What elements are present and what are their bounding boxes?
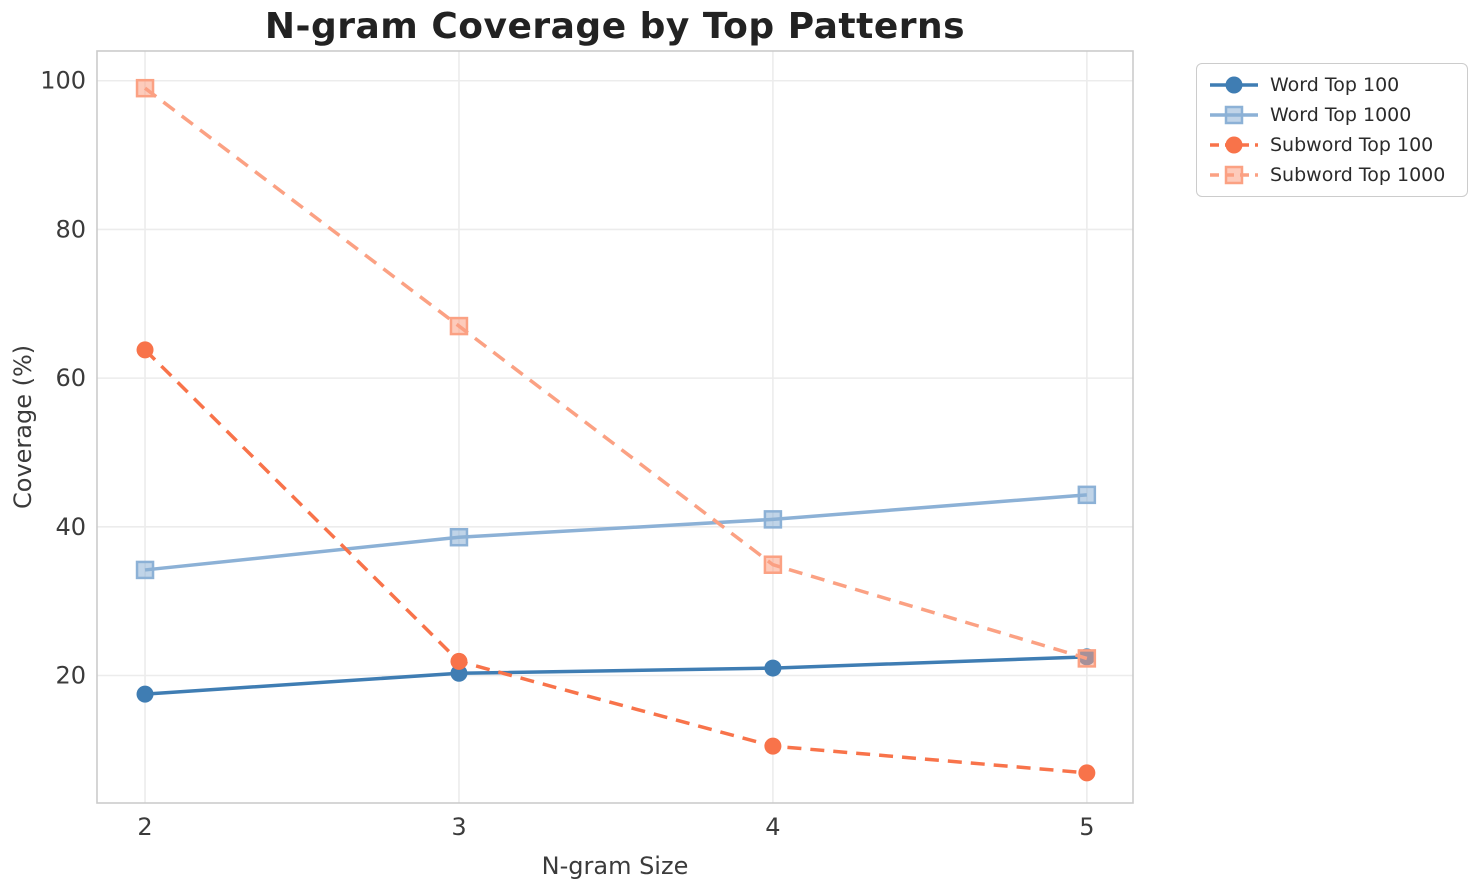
x-tick-label: 4 (765, 813, 780, 841)
data-point-subword-top-100-x2 (136, 341, 154, 359)
data-point-word-top-1000-x3 (449, 527, 469, 547)
data-point-word-top-100-x4 (764, 659, 782, 677)
data-point-word-top-100-x3 (450, 664, 468, 682)
legend-circle-marker-icon (1210, 136, 1258, 154)
series-line-subword-top-100 (143, 348, 1087, 775)
legend-circle-marker-icon (1210, 76, 1258, 94)
x-axis-label: N-gram Size (541, 852, 689, 880)
x-tick-label: 3 (451, 813, 466, 841)
legend: Word Top 100 Word Top 1000 Subword Top 100… (1196, 63, 1468, 197)
legend-item-word-top-1000: Word Top 1000 (1209, 100, 1455, 130)
data-point-subword-top-1000-x2 (135, 78, 155, 98)
y-tick-label: 20 (55, 661, 86, 689)
y-tick-label: 40 (55, 513, 86, 541)
legend-label: Word Top 1000 (1270, 104, 1412, 126)
legend-item-subword-top-100: Subword Top 100 (1209, 130, 1455, 160)
data-point-subword-top-1000-x3 (449, 316, 469, 336)
legend-label: Subword Top 1000 (1270, 164, 1446, 186)
y-tick-label: 60 (55, 364, 86, 392)
data-point-subword-top-100-x5 (1078, 764, 1096, 782)
data-point-word-top-1000-x2 (135, 560, 155, 580)
data-point-subword-top-100-x4 (764, 737, 782, 755)
data-point-subword-top-100-x3 (450, 652, 468, 670)
chart-title: N-gram Coverage by Top Patterns (264, 6, 966, 47)
y-tick-label: 80 (55, 215, 86, 243)
data-point-subword-top-1000-x4 (763, 555, 783, 574)
data-point-word-top-1000-x5 (1077, 485, 1097, 505)
series-line-word-top-100 (144, 655, 1087, 696)
legend-square-marker-icon (1210, 105, 1258, 125)
legend-label: Subword Top 100 (1270, 134, 1434, 156)
series-line-word-top-1000 (144, 493, 1087, 572)
y-tick-label: 100 (40, 67, 86, 95)
legend-label: Word Top 100 (1270, 74, 1400, 96)
legend-item-word-top-100: Word Top 100 (1209, 70, 1455, 100)
legend-item-subword-top-1000: Subword Top 1000 (1209, 160, 1455, 190)
data-point-word-top-1000-x4 (763, 510, 783, 529)
x-tick-label: 5 (1079, 813, 1094, 841)
legend-square-marker-icon (1210, 165, 1258, 185)
series-line-subword-top-1000 (143, 86, 1088, 661)
data-point-subword-top-1000-x5 (1077, 649, 1097, 668)
plot-border (96, 50, 1134, 804)
data-point-word-top-100-x2 (136, 685, 154, 703)
x-tick-label: 2 (137, 813, 152, 841)
